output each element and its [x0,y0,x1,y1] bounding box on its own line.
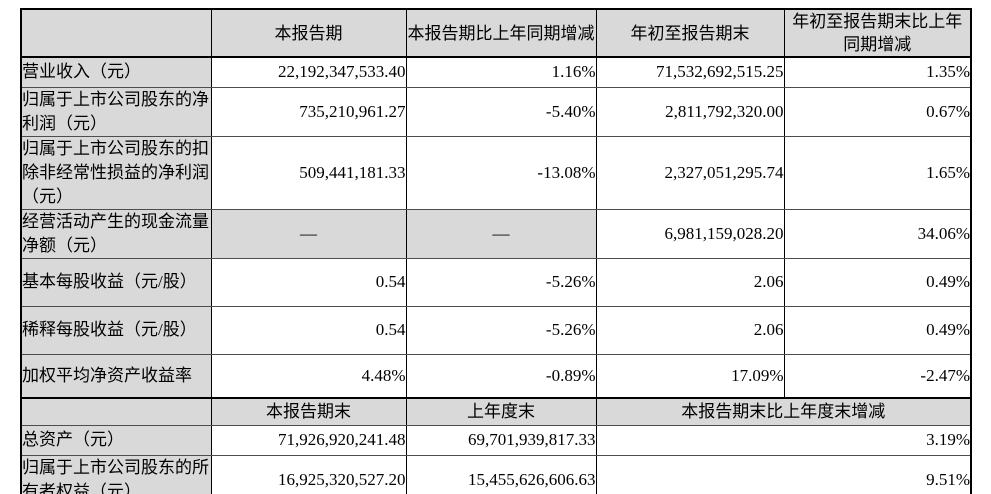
value-cell: -13.08% [405,135,597,210]
row-label: 基本每股收益（元/股） [20,257,212,307]
value-cell: 509,441,181.33 [210,135,407,210]
value-cell: 0.67% [783,86,972,137]
value-cell: 15,455,626,606.63 [405,454,597,494]
row-label: 营业收入（元） [20,56,212,88]
table-row-diluted-eps: 稀释每股收益（元/股） 0.54 -5.26% 2.06 0.49% [20,305,972,355]
value-cell: 71,532,692,515.25 [595,56,785,88]
na-dash-cell: — [405,208,597,259]
value-cell: 2.06 [595,257,785,307]
table-row-net-profit: 归属于上市公司股东的净利润（元） 735,210,961.27 -5.40% 2… [20,86,972,137]
column-header-ytd-yoy-change: 年初至报告期末比上年同期增减 [783,8,972,58]
value-cell: 0.54 [210,305,407,355]
value-cell: 69,701,939,817.33 [405,424,597,456]
row-label: 稀释每股收益（元/股） [20,305,212,355]
column-header-ytd: 年初至报告期末 [595,8,785,58]
row-label: 归属于上市公司股东的扣除非经常性损益的净利润（元） [20,135,212,210]
row-label: 归属于上市公司股东的所有者权益（元） [20,454,212,494]
table-row-equity-attributable-to-shareholders: 归属于上市公司股东的所有者权益（元） 16,925,320,527.20 15,… [20,454,972,494]
section1-header-row: 本报告期 本报告期比上年同期增减 年初至报告期末 年初至报告期末比上年同期增减 [20,8,972,58]
value-cell: 1.16% [405,56,597,88]
corner-blank-cell [20,8,212,58]
value-cell: 17.09% [595,353,785,399]
column-header-end-of-period: 本报告期末 [210,397,407,426]
table-row-basic-eps: 基本每股收益（元/股） 0.54 -5.26% 2.06 0.49% [20,257,972,307]
value-cell: 0.54 [210,257,407,307]
table-row-revenue: 营业收入（元） 22,192,347,533.40 1.16% 71,532,6… [20,56,972,88]
row-label: 总资产（元） [20,424,212,456]
financial-summary-table: 本报告期 本报告期比上年同期增减 年初至报告期末 年初至报告期末比上年同期增减 … [20,8,972,494]
section2-header-row: 本报告期末 上年度末 本报告期末比上年度末增减 [20,397,972,426]
value-cell: 2,811,792,320.00 [595,86,785,137]
value-cell: 3.19% [595,424,972,456]
row-label: 经营活动产生的现金流量净额（元） [20,208,212,259]
value-cell: 34.06% [783,208,972,259]
value-cell: 2.06 [595,305,785,355]
report-page: { "table": { "section1": { "headers": [ … [0,8,991,494]
value-cell: -5.40% [405,86,597,137]
column-header-change-vs-prior-year-end: 本报告期末比上年度末增减 [595,397,972,426]
value-cell: 71,926,920,241.48 [210,424,407,456]
table-row-operating-cash-flow: 经营活动产生的现金流量净额（元） — — 6,981,159,028.20 34… [20,208,972,259]
column-header-current-period: 本报告期 [210,8,407,58]
value-cell: -2.47% [783,353,972,399]
value-cell: 1.35% [783,56,972,88]
value-cell: 16,925,320,527.20 [210,454,407,494]
value-cell: 0.49% [783,257,972,307]
row-label: 归属于上市公司股东的净利润（元） [20,86,212,137]
value-cell: 9.51% [595,454,972,494]
table-row-weighted-avg-roe: 加权平均净资产收益率 4.48% -0.89% 17.09% -2.47% [20,353,972,399]
value-cell: 22,192,347,533.40 [210,56,407,88]
value-cell: 4.48% [210,353,407,399]
value-cell: 6,981,159,028.20 [595,208,785,259]
table-row-net-profit-excl-nonrecurring: 归属于上市公司股东的扣除非经常性损益的净利润（元） 509,441,181.33… [20,135,972,210]
value-cell: 0.49% [783,305,972,355]
column-header-period-yoy-change: 本报告期比上年同期增减 [405,8,597,58]
value-cell: -5.26% [405,305,597,355]
value-cell: 2,327,051,295.74 [595,135,785,210]
corner-blank-cell [20,397,212,426]
value-cell: -5.26% [405,257,597,307]
na-dash-cell: — [210,208,407,259]
table-row-total-assets: 总资产（元） 71,926,920,241.48 69,701,939,817.… [20,424,972,456]
value-cell: 1.65% [783,135,972,210]
row-label: 加权平均净资产收益率 [20,353,212,399]
column-header-end-of-prior-year: 上年度末 [405,397,597,426]
value-cell: 735,210,961.27 [210,86,407,137]
value-cell: -0.89% [405,353,597,399]
